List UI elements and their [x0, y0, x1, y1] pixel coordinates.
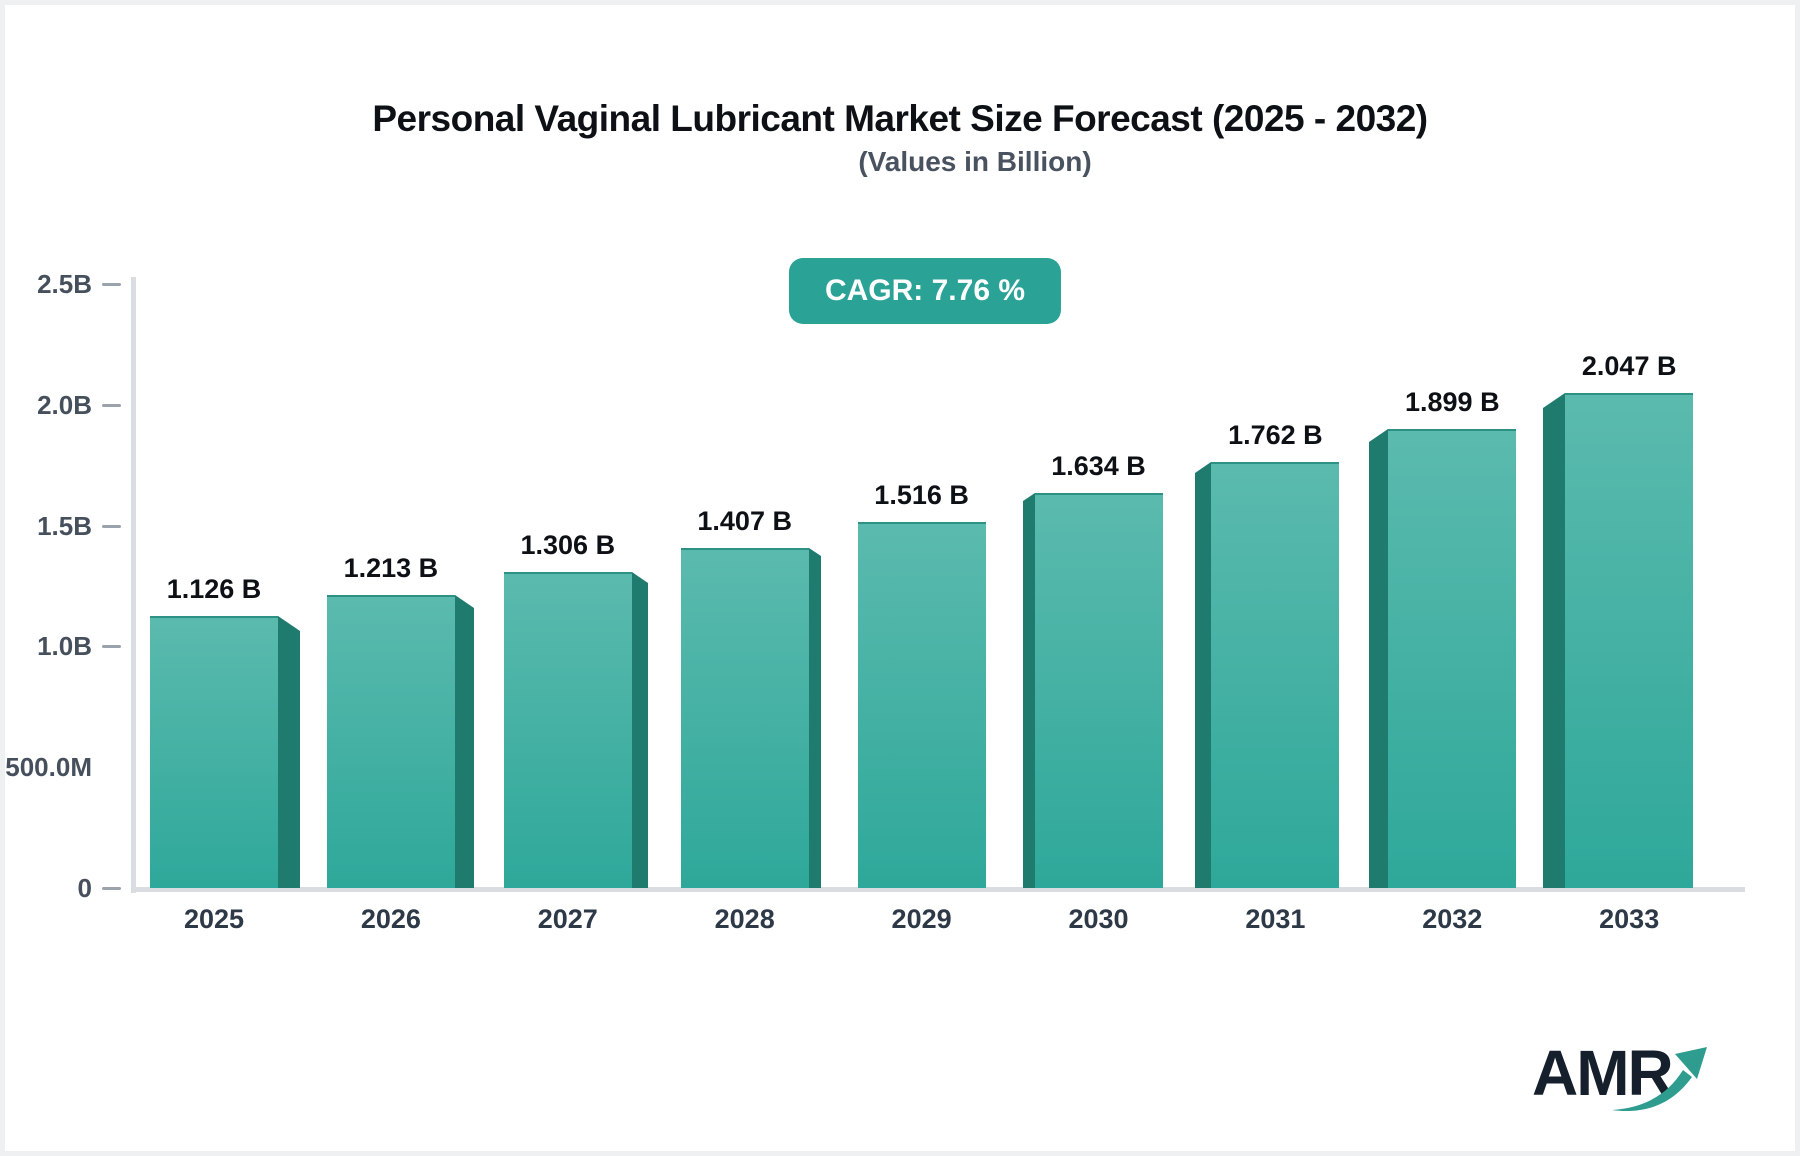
- y-axis-label: 0: [77, 873, 92, 903]
- bar-value-label-2026: 1.213 B: [343, 553, 439, 583]
- bar-side-face-2026: [455, 595, 474, 888]
- growth-arrow-icon: [1612, 1047, 1707, 1112]
- x-axis-label-2029: 2029: [891, 904, 952, 934]
- chart-title: Personal Vaginal Lubricant Market Size F…: [372, 98, 1428, 139]
- bar-2028: [681, 548, 809, 888]
- x-axis-label-2033: 2033: [1599, 904, 1660, 934]
- bar-2027: [504, 572, 632, 888]
- bar-value-label-2027: 1.306 B: [520, 530, 616, 560]
- bar-2032: [1388, 429, 1516, 888]
- y-axis-label: 2.5B: [37, 269, 92, 299]
- bar-value-label-2032: 1.899 B: [1405, 387, 1500, 417]
- bar-value-label-2031: 1.762 B: [1228, 420, 1323, 450]
- bar-side-face-2025: [278, 616, 300, 888]
- bar-side-face-2028: [809, 548, 821, 888]
- amr-logo-text: AMR: [1532, 1037, 1674, 1109]
- bar-2033: [1565, 393, 1693, 888]
- bar-side-face-2027: [632, 572, 648, 888]
- y-axis-label: 1.5B: [37, 510, 92, 541]
- bar-2026: [327, 595, 455, 888]
- x-axis-line: [131, 887, 1745, 892]
- bar-side-face-2033: [1543, 393, 1565, 888]
- x-axis-label-2028: 2028: [714, 904, 775, 934]
- y-axis-tick: [102, 887, 121, 890]
- bar-value-label-2033: 2.047 B: [1581, 351, 1677, 381]
- x-axis-label-2030: 2030: [1068, 904, 1129, 934]
- y-axis-tick: [102, 283, 121, 286]
- x-axis-label-2027: 2027: [537, 904, 598, 934]
- bar-2029: [858, 522, 986, 888]
- cagr-badge: CAGR: 7.76 %: [788, 258, 1062, 324]
- amr-logo: AMR: [1520, 1030, 1740, 1140]
- bar-2030: [1035, 493, 1163, 888]
- bar-value-label-2029: 1.516 B: [874, 480, 969, 510]
- y-axis-tick: [102, 524, 121, 528]
- x-axis-label-2026: 2026: [360, 904, 421, 934]
- y-axis-label: 1.0B: [37, 631, 92, 662]
- x-axis-label-2031: 2031: [1245, 904, 1306, 934]
- bar-value-label-2028: 1.407 B: [697, 506, 792, 536]
- chart-subtitle: (Values in Billion): [858, 146, 1092, 177]
- y-axis-label: 500.0M: [5, 752, 92, 783]
- y-axis-label: 2.0B: [37, 389, 92, 420]
- bar-value-label-2025: 1.126 B: [166, 574, 262, 604]
- bar-side-face-2030: [1023, 493, 1035, 888]
- y-axis-tick: [102, 645, 121, 649]
- y-axis-line: [131, 277, 136, 893]
- bar-2031: [1211, 462, 1339, 888]
- bar-value-label-2030: 1.634 B: [1051, 451, 1146, 481]
- bar-side-face-2032: [1369, 429, 1388, 888]
- x-axis-label-2025: 2025: [183, 904, 245, 934]
- x-axis-label-2032: 2032: [1422, 904, 1483, 934]
- bar-2025: [150, 616, 278, 888]
- bar-side-face-2031: [1195, 462, 1211, 888]
- y-axis-tick: [102, 403, 121, 407]
